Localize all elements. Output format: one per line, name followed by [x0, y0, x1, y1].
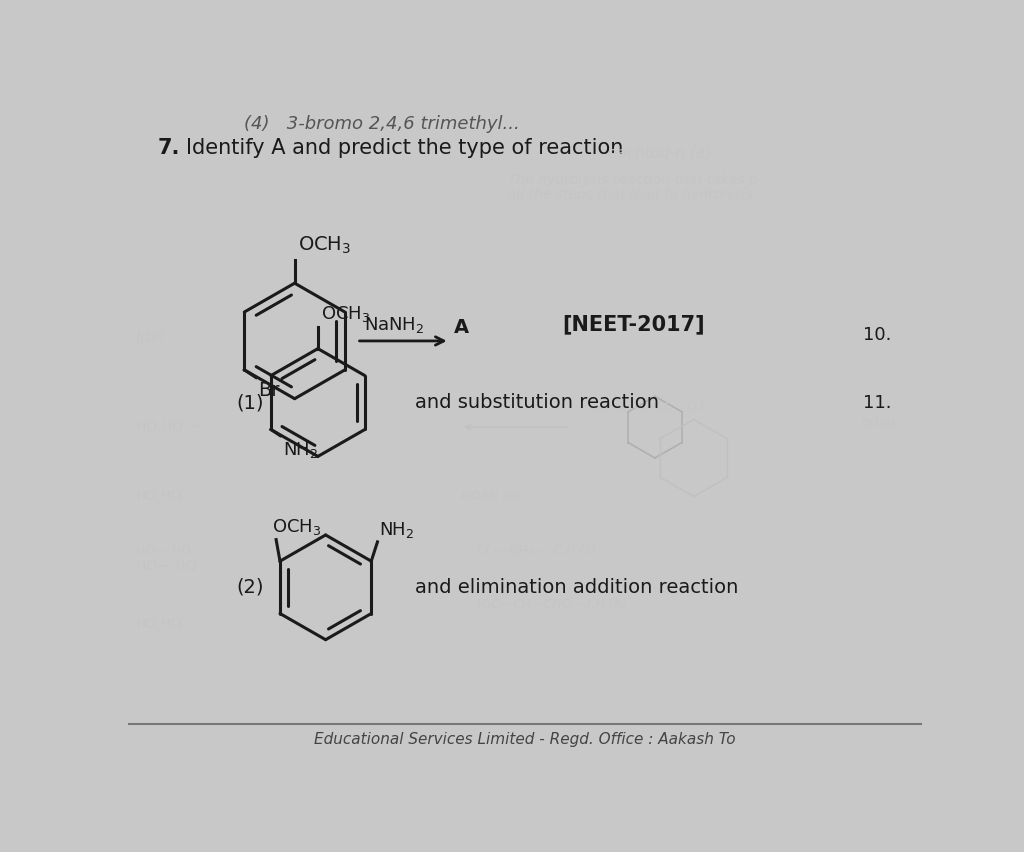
- Text: HO— HO: HO— HO: [136, 559, 197, 573]
- Text: (2): (2): [237, 578, 264, 597]
- Text: A: A: [454, 318, 469, 337]
- Text: HO,HO —: HO,HO —: [136, 420, 201, 435]
- Text: HO,HO: HO,HO: [136, 490, 182, 504]
- Text: NH$_2$: NH$_2$: [283, 440, 317, 459]
- Text: NH$_2$: NH$_2$: [379, 520, 415, 539]
- Text: HOAN am: HOAN am: [461, 490, 522, 503]
- Text: (1): (1): [686, 401, 703, 414]
- Text: H₂C—CH—CHO—3,H (b): H₂C—CH—CHO—3,H (b): [477, 598, 627, 611]
- Text: (1): (1): [237, 393, 264, 412]
- Text: D,HO—CHCL: D,HO—CHCL: [593, 401, 672, 414]
- Text: all the steps that lead to hydrolysis: all the steps that lead to hydrolysis: [508, 188, 753, 203]
- Text: (4)   3-bromo 2,4,6 trimethyl...: (4) 3-bromo 2,4,6 trimethyl...: [245, 115, 520, 133]
- Text: OCH$_3$: OCH$_3$: [299, 235, 352, 256]
- Text: 7.: 7.: [158, 138, 180, 158]
- Text: 11.: 11.: [863, 394, 891, 412]
- Text: eachtoq-n (a): eachtoq-n (a): [608, 147, 712, 161]
- Text: and elimination addition reaction: and elimination addition reaction: [415, 578, 738, 597]
- Text: Cl — CH₂ — C.H (li): Cl — CH₂ — C.H (li): [477, 544, 596, 557]
- Text: [(bri: [(bri: [136, 330, 165, 344]
- Text: HO,HO: HO,HO: [136, 617, 182, 630]
- Text: and substitution reaction: and substitution reaction: [415, 393, 658, 412]
- Text: Educational Services Limited - Regd. Office : Aakash To: Educational Services Limited - Regd. Off…: [314, 732, 735, 746]
- Text: OCH$_3$: OCH$_3$: [321, 304, 371, 324]
- Text: Identify A and predict the type of reaction: Identify A and predict the type of react…: [186, 138, 624, 158]
- Text: Br: Br: [258, 382, 280, 400]
- Text: OCH$_3$: OCH$_3$: [272, 516, 322, 537]
- Text: orisu: orisu: [861, 417, 895, 430]
- Text: NaNH$_2$: NaNH$_2$: [365, 314, 424, 335]
- Text: The hydrolysis reaction that takes p: The hydrolysis reaction that takes p: [508, 173, 758, 187]
- Text: [NEET-2017]: [NEET-2017]: [562, 314, 705, 335]
- Text: HO— HO: HO— HO: [136, 544, 190, 557]
- Text: 10.: 10.: [863, 325, 891, 343]
